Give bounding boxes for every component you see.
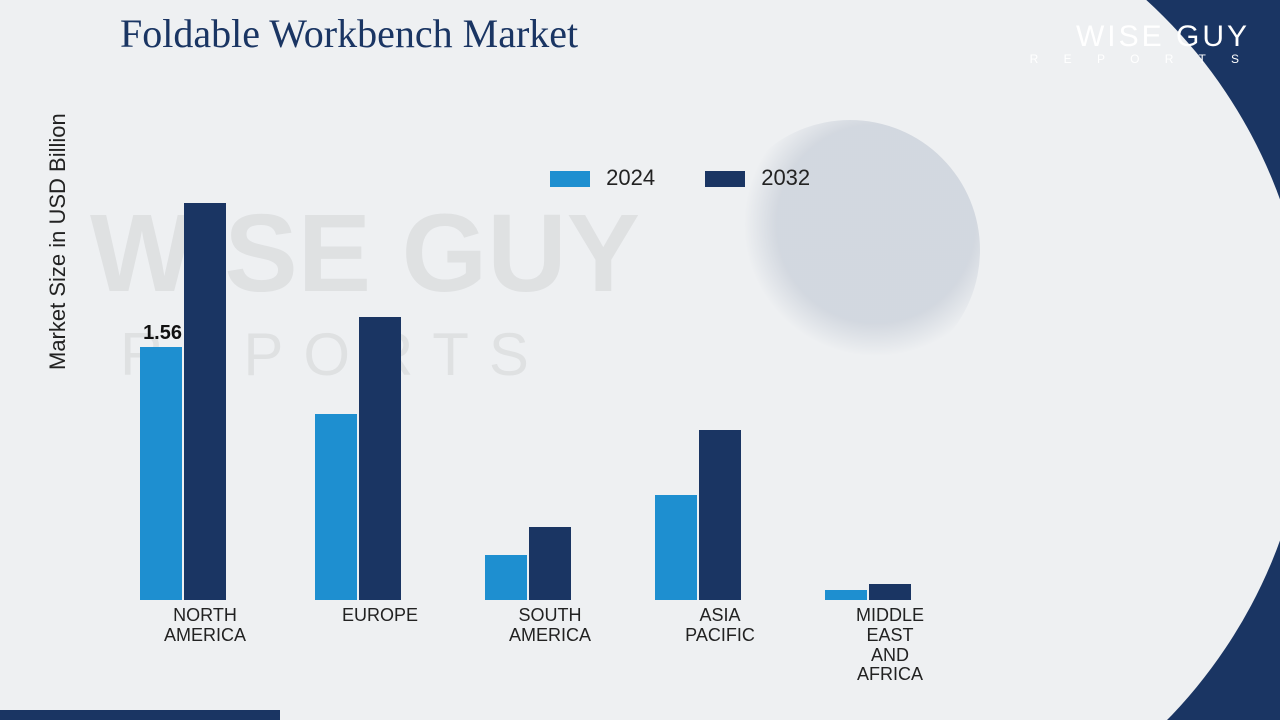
- category-label: EUROPE: [295, 600, 465, 626]
- bar-2032: [869, 584, 911, 600]
- bar-chart: 1.56NORTHAMERICAEUROPESOUTHAMERICAASIAPA…: [100, 195, 970, 600]
- bottom-accent-bar: [0, 710, 280, 720]
- brand-line1: WISE GUY: [1030, 20, 1250, 54]
- brand-logo: WISE GUY R E P O R T S: [1030, 20, 1250, 66]
- brand-line2: R E P O R T S: [1030, 52, 1250, 66]
- category-label: NORTHAMERICA: [120, 600, 290, 646]
- category-label: ASIAPACIFIC: [635, 600, 805, 646]
- category-label: SOUTHAMERICA: [465, 600, 635, 646]
- legend-swatch-2032: [705, 171, 745, 187]
- chart-slide: WISE GUY REPORTS Foldable Workbench Mark…: [0, 0, 1280, 720]
- legend-swatch-2024: [550, 171, 590, 187]
- legend-label-2024: 2024: [606, 165, 655, 190]
- legend-label-2032: 2032: [761, 165, 810, 190]
- bar-2032: [529, 527, 571, 600]
- bar-2024: [825, 590, 867, 600]
- bar-2032: [184, 203, 226, 600]
- bar-2032: [699, 430, 741, 600]
- bar-value-label: 1.56: [102, 322, 182, 347]
- bar-2024: [315, 414, 357, 600]
- legend: 2024 2032: [550, 165, 810, 191]
- bar-2024: [485, 555, 527, 600]
- bar-2024: [655, 495, 697, 600]
- bar-2024: 1.56: [140, 347, 182, 600]
- bar-2032: [359, 317, 401, 601]
- legend-item-2032: 2032: [705, 165, 810, 191]
- legend-item-2024: 2024: [550, 165, 655, 191]
- category-label: MIDDLEEASTANDAFRICA: [805, 600, 975, 685]
- y-axis-label: Market Size in USD Billion: [45, 113, 71, 370]
- chart-title: Foldable Workbench Market: [120, 10, 578, 57]
